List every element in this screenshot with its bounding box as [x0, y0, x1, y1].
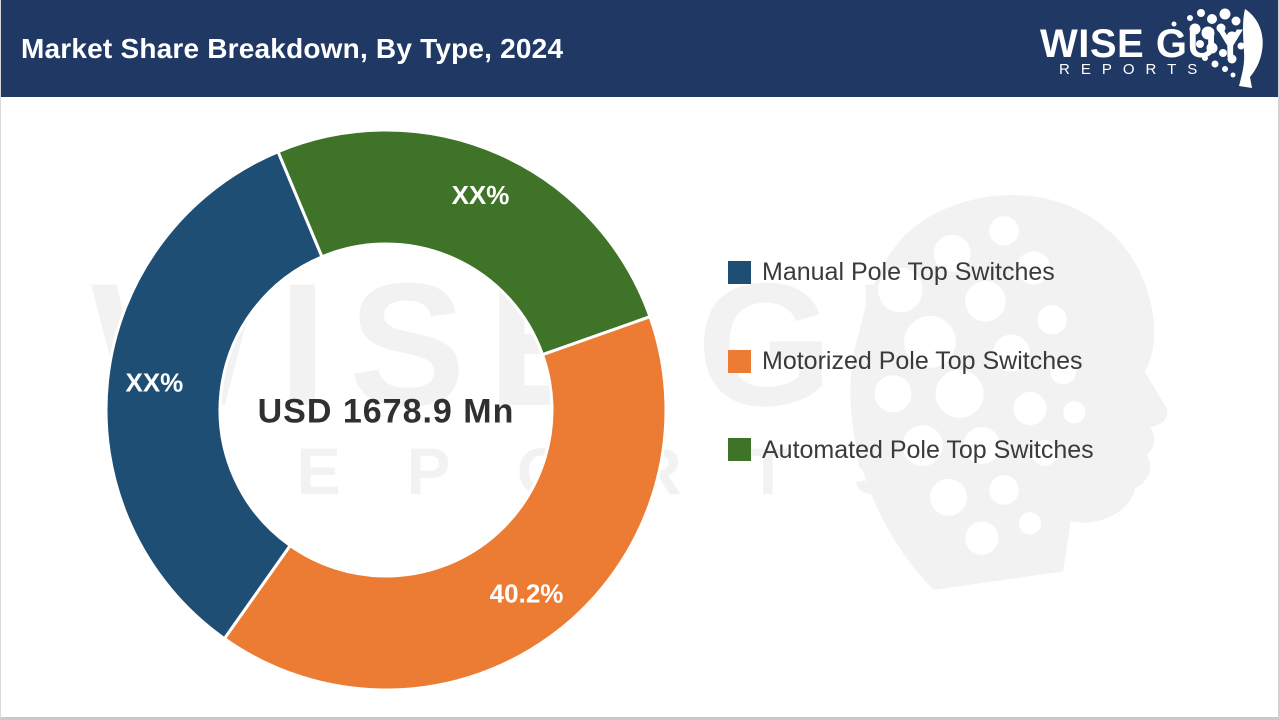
wiseguy-logo: WISE GUY REPORTS: [1040, 8, 1263, 88]
legend-item: Motorized Pole Top Switches: [728, 347, 1094, 376]
header-bar: [1, 0, 1278, 97]
chart-center-value: USD 1678.9 Mn: [257, 392, 515, 431]
chart-legend: Manual Pole Top Switches Motorized Pole T…: [728, 258, 1094, 464]
legend-swatch: [728, 260, 751, 284]
logo-reports-text: REPORTS: [1059, 61, 1208, 78]
legend-label: Manual Pole Top Switches: [762, 258, 1055, 286]
segment-label: 40.2%: [490, 579, 564, 609]
legend-label: Automated Pole Top Switches: [762, 435, 1094, 464]
segment-label: XX%: [452, 180, 510, 210]
legend-label: Motorized Pole Top Switches: [762, 346, 1083, 375]
logo-head-icon: [1171, 8, 1263, 88]
legend-item: Automated Pole Top Switches: [728, 436, 1094, 465]
legend-swatch: [728, 438, 751, 462]
legend-item: Manual Pole Top Switches: [728, 258, 1094, 287]
legend-swatch: [728, 349, 751, 373]
watermark-head-icon: [850, 194, 1168, 590]
page-title: Market Share Breakdown, By Type, 2024: [21, 32, 564, 64]
